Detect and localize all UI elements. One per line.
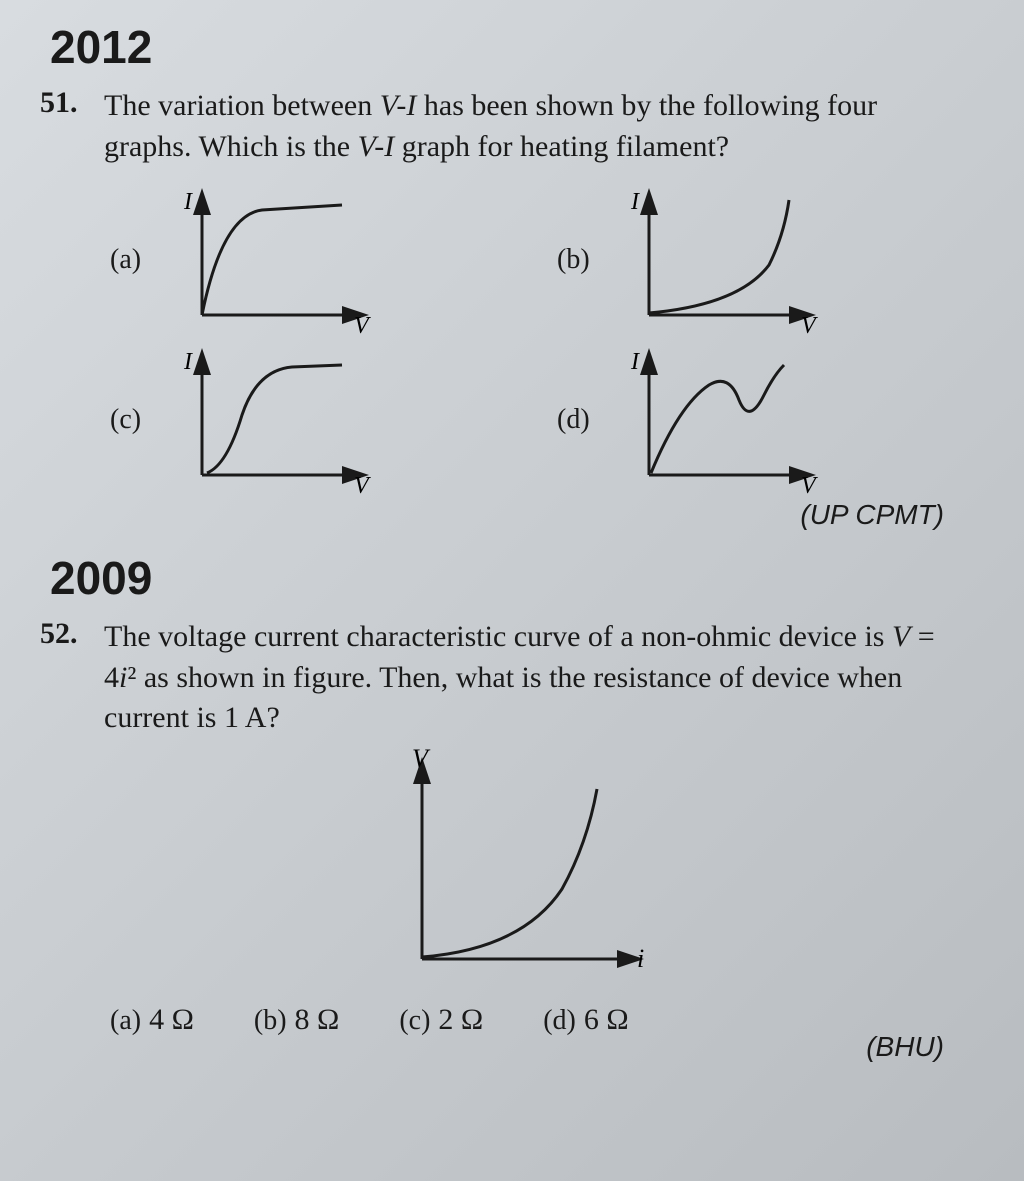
graph-q52-icon: V i bbox=[352, 749, 652, 989]
svg-text:I: I bbox=[630, 349, 640, 375]
svg-text:V: V bbox=[354, 473, 371, 495]
q52-option-a: (a)4 Ω bbox=[110, 1003, 194, 1037]
q52-figure: V i bbox=[40, 749, 964, 989]
year-heading-2009: 2009 bbox=[50, 551, 964, 605]
graph-b-icon: I V bbox=[619, 185, 819, 335]
q51-option-d: (d) I V bbox=[557, 345, 964, 495]
graph-c-icon: I V bbox=[172, 345, 372, 495]
graph-a-icon: I V bbox=[172, 185, 372, 335]
q51-opt-c-label: (c) bbox=[110, 404, 154, 436]
q52-option-c: (c)2 Ω bbox=[399, 1003, 483, 1037]
svg-text:I: I bbox=[183, 349, 193, 375]
q51-text: The variation between V-I has been shown… bbox=[104, 86, 964, 167]
q51-option-b: (b) I V bbox=[557, 185, 964, 335]
axis-I-label: I bbox=[183, 189, 193, 215]
q51-graphs-grid: (a) I V (b) I V bbox=[110, 185, 964, 495]
q51-opt-d-label: (d) bbox=[557, 404, 601, 436]
svg-text:I: I bbox=[630, 189, 640, 215]
q52-number: 52. bbox=[40, 617, 90, 651]
q52-text: The voltage current characteristic curve… bbox=[104, 617, 964, 739]
graph-d-icon: I V bbox=[619, 345, 819, 495]
q51-option-a: (a) I V bbox=[110, 185, 517, 335]
q51-source: (UP CPMT) bbox=[40, 499, 944, 531]
question-51: 51. The variation between V-I has been s… bbox=[40, 86, 964, 531]
q51-option-c: (c) I V bbox=[110, 345, 517, 495]
q52-option-b: (b)8 Ω bbox=[254, 1003, 339, 1037]
q51-opt-a-label: (a) bbox=[110, 244, 154, 276]
svg-text:V: V bbox=[801, 473, 818, 495]
axis-i-label: i bbox=[637, 944, 644, 973]
question-52: 52. The voltage current characteristic c… bbox=[40, 617, 964, 1063]
q51-opt-b-label: (b) bbox=[557, 244, 601, 276]
q52-option-d: (d)6 Ω bbox=[543, 1003, 628, 1037]
axis-V-label: V bbox=[412, 749, 431, 773]
axis-V-label: V bbox=[354, 313, 371, 335]
svg-text:V: V bbox=[801, 313, 818, 335]
year-heading-2012: 2012 bbox=[50, 20, 964, 74]
q51-number: 51. bbox=[40, 86, 90, 120]
